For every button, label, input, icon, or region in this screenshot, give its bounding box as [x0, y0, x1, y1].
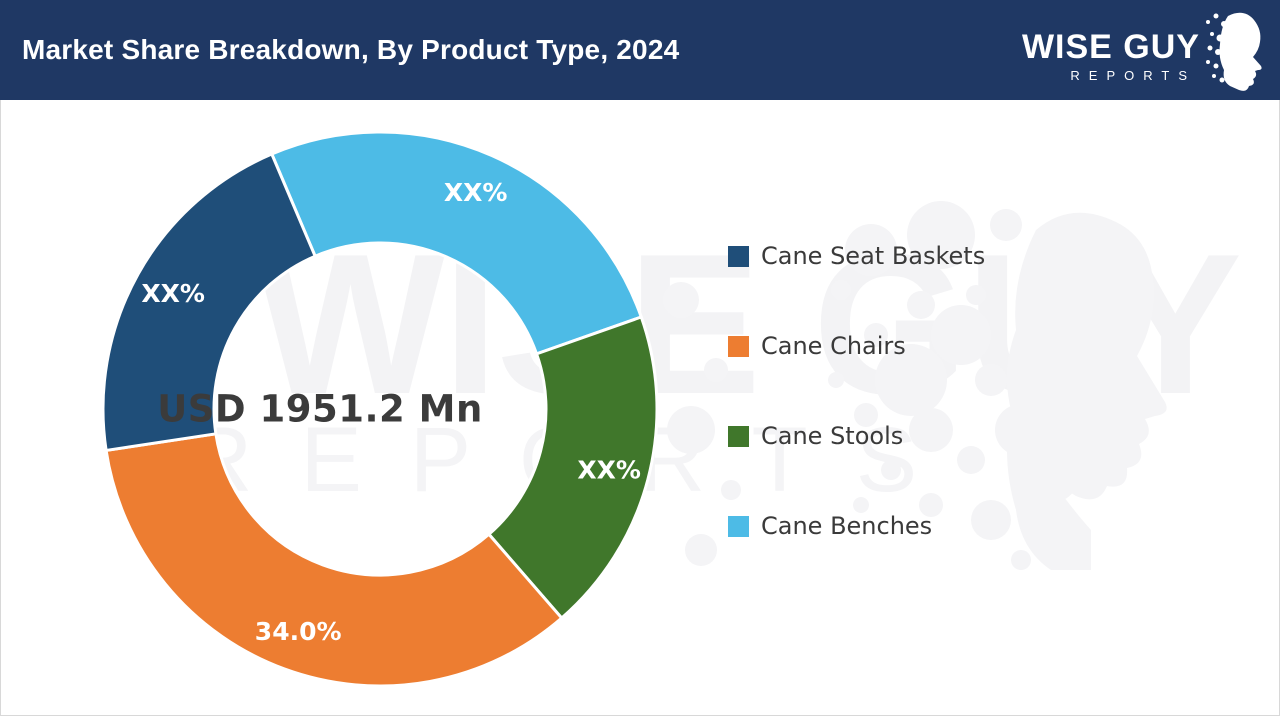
legend-label: Cane Stools: [761, 422, 904, 450]
donut-segment-cane-seat-baskets: [101, 152, 317, 452]
legend-label: Cane Seat Baskets: [761, 242, 986, 270]
legend-label: Cane Benches: [761, 512, 933, 540]
legend-swatch: [728, 515, 749, 537]
donut-chart: XX% XX% 34.0% XX%: [101, 130, 659, 688]
donut-segment-cane-benches: [270, 130, 643, 356]
legend-item: Cane Stools: [728, 421, 903, 451]
legend-item: Cane Seat Baskets: [728, 241, 985, 271]
segment-label: XX%: [577, 455, 641, 484]
logo-wordmark: WISE GUY: [1021, 28, 1200, 66]
segment-label: 34.0%: [255, 617, 342, 646]
legend-item: Cane Chairs: [728, 331, 906, 361]
segment-label: XX%: [444, 178, 508, 207]
logo-face-icon: [1206, 12, 1262, 91]
chart-card: WISE GUY REPORTS XX%XX%34.0%XX% USD 1951…: [0, 100, 1280, 716]
donut-segment-cane-chairs: [104, 432, 564, 688]
page-title: Market Share Breakdown, By Product Type,…: [22, 34, 680, 65]
header-bar: Market Share Breakdown, By Product Type,…: [0, 0, 1280, 100]
segment-label: XX%: [141, 279, 205, 308]
legend-swatch: [728, 425, 749, 447]
legend-swatch: [728, 335, 749, 357]
legend-item: Cane Benches: [728, 511, 932, 541]
logo-subtitle: REPORTS: [1070, 68, 1196, 83]
legend-swatch: [728, 245, 749, 267]
watermark-face-icon: [663, 201, 1167, 570]
donut-segment-cane-stools: [487, 315, 659, 620]
chart-center-value: USD 1951.2 Mn: [157, 387, 483, 431]
wise-guy-logo: WISE GUY REPORTS: [1012, 6, 1266, 94]
legend-label: Cane Chairs: [761, 332, 906, 360]
